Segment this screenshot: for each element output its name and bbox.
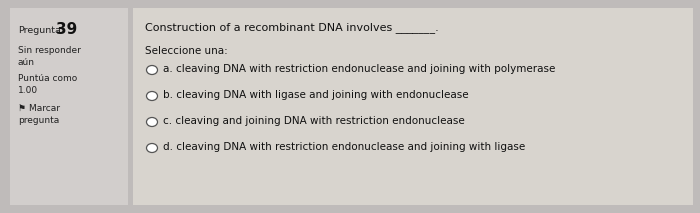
Ellipse shape (146, 118, 158, 127)
Text: b. cleaving DNA with ligase and joining with endonuclease: b. cleaving DNA with ligase and joining … (163, 90, 468, 100)
Ellipse shape (146, 144, 158, 153)
Text: Seleccione una:: Seleccione una: (145, 46, 228, 56)
Text: d. cleaving DNA with restriction endonuclease and joining with ligase: d. cleaving DNA with restriction endonuc… (163, 142, 525, 152)
Text: 1.00: 1.00 (18, 86, 38, 95)
Text: pregunta: pregunta (18, 116, 60, 125)
Text: ⚑ Marcar: ⚑ Marcar (18, 104, 60, 113)
Bar (10, 8, 128, 205)
Bar (133, 8, 693, 205)
Text: Construction of a recombinant DNA involves _______.: Construction of a recombinant DNA involv… (145, 22, 439, 33)
Text: 39: 39 (56, 22, 77, 37)
Text: c. cleaving and joining DNA with restriction endonuclease: c. cleaving and joining DNA with restric… (163, 116, 465, 126)
Text: Sin responder: Sin responder (18, 46, 81, 55)
Text: a. cleaving DNA with restriction endonuclease and joining with polymerase: a. cleaving DNA with restriction endonuc… (163, 64, 555, 74)
Text: Pregunta: Pregunta (18, 26, 61, 35)
Text: Puntúa como: Puntúa como (18, 74, 77, 83)
Ellipse shape (146, 66, 158, 75)
Ellipse shape (146, 92, 158, 101)
Text: aún: aún (18, 58, 35, 67)
